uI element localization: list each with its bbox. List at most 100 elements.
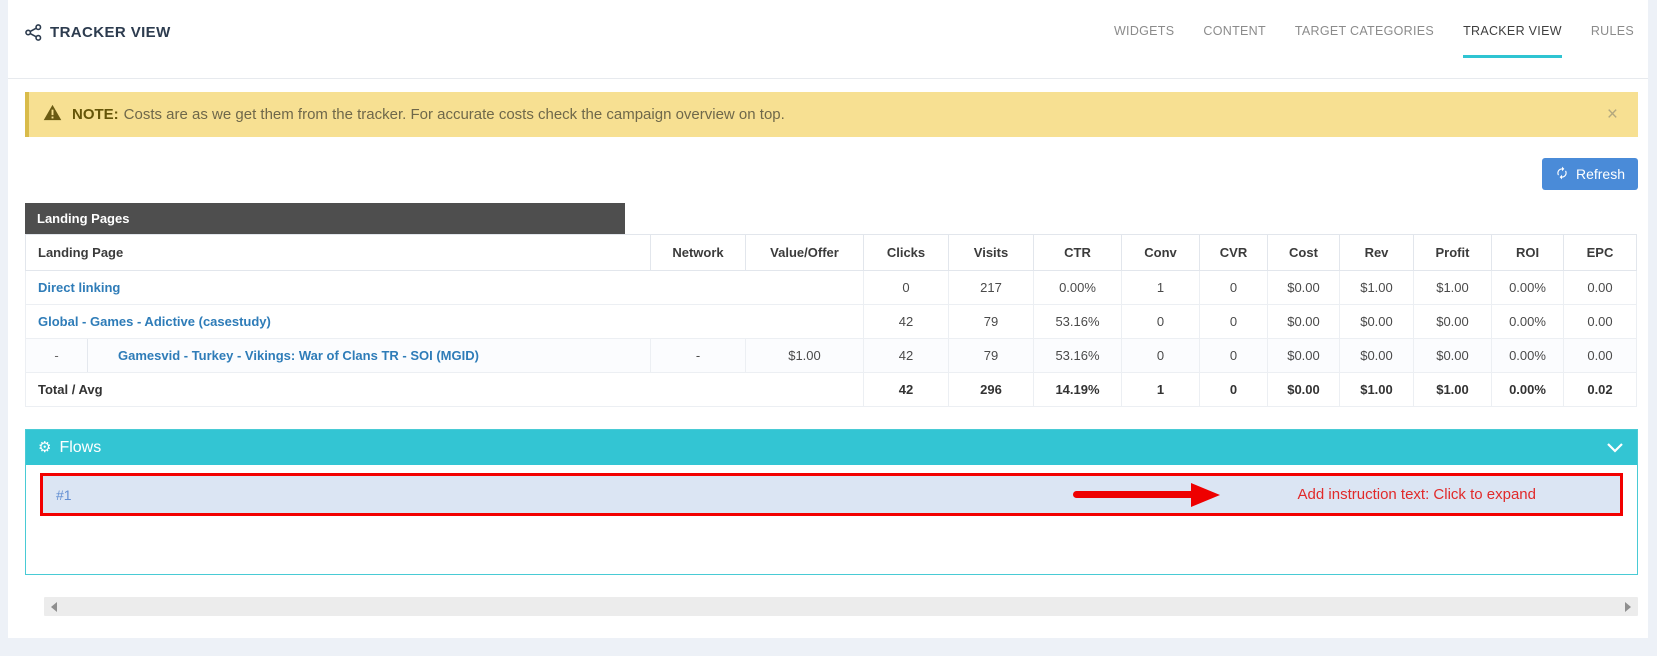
cell-profit: $1.00 bbox=[1413, 270, 1492, 305]
col-visits: Visits bbox=[948, 234, 1034, 271]
tab-widgets[interactable]: WIDGETS bbox=[1113, 24, 1175, 38]
flows-title: Flows bbox=[59, 438, 102, 456]
chevron-down-icon[interactable] bbox=[1607, 442, 1623, 453]
cell-visits: 79 bbox=[948, 304, 1034, 339]
refresh-label: Refresh bbox=[1575, 166, 1625, 182]
flow-row-1[interactable]: #1 Add instruction text: Click to expand bbox=[43, 476, 1620, 513]
cell-ctr: 53.16% bbox=[1033, 304, 1122, 339]
cell-clicks: 42 bbox=[863, 338, 949, 373]
cell-conv: 0 bbox=[1121, 304, 1200, 339]
title-wrap: TRACKER VIEW bbox=[25, 24, 171, 41]
nav-tabs: WIDGETS CONTENT TARGET CATEGORIES TRACKE… bbox=[1114, 24, 1634, 58]
total-ctr: 14.19% bbox=[1033, 372, 1122, 407]
cell-epc: 0.00 bbox=[1563, 270, 1637, 305]
col-cost: Cost bbox=[1267, 234, 1340, 271]
cell-clicks: 42 bbox=[863, 304, 949, 339]
toolbar: Refresh bbox=[8, 158, 1638, 190]
cell-cost: $0.00 bbox=[1267, 304, 1340, 339]
total-rev: $1.00 bbox=[1339, 372, 1414, 407]
cell-roi: 0.00% bbox=[1491, 338, 1564, 373]
cell-clicks: 0 bbox=[863, 270, 949, 305]
col-value-offer: Value/Offer bbox=[745, 234, 864, 271]
total-label: Total / Avg bbox=[25, 372, 864, 407]
close-icon[interactable]: × bbox=[1606, 104, 1618, 125]
col-roi: ROI bbox=[1491, 234, 1564, 271]
cell-epc: 0.00 bbox=[1563, 338, 1637, 373]
landing-page-link[interactable]: Direct linking bbox=[38, 280, 121, 295]
cell-value-offer: $1.00 bbox=[745, 338, 864, 373]
main-panel: TRACKER VIEW WIDGETS CONTENT TARGET CATE… bbox=[8, 0, 1648, 638]
page-title: TRACKER VIEW bbox=[50, 24, 171, 41]
flow-row-label: #1 bbox=[56, 486, 72, 503]
table-total-row: Total / Avg 42 296 14.19% 1 0 $0.00 $1.0… bbox=[25, 372, 1637, 407]
scroll-left-icon[interactable] bbox=[51, 601, 57, 612]
cell-conv: 1 bbox=[1121, 270, 1200, 305]
tab-tracker-view[interactable]: TRACKER VIEW bbox=[1463, 24, 1562, 58]
cell-profit: $0.00 bbox=[1413, 304, 1492, 339]
landing-page-link[interactable]: Gamesvid - Turkey - Vikings: War of Clan… bbox=[118, 348, 479, 363]
note-text: Costs are as we get them from the tracke… bbox=[123, 106, 785, 123]
landing-pages-caption: Landing Pages bbox=[25, 203, 625, 234]
col-conv: Conv bbox=[1121, 234, 1200, 271]
col-ctr: CTR bbox=[1033, 234, 1122, 271]
col-epc: EPC bbox=[1563, 234, 1637, 271]
note-banner: NOTE: Costs are as we get them from the … bbox=[25, 92, 1638, 137]
child-row-prefix: - bbox=[26, 339, 88, 372]
cell-rev: $0.00 bbox=[1339, 304, 1414, 339]
flows-panel: ⚙ Flows #1 Add instruction text: Click t… bbox=[25, 429, 1638, 575]
share-icon bbox=[25, 24, 42, 41]
landing-page-link[interactable]: Global - Games - Adictive (casestudy) bbox=[38, 314, 271, 329]
total-profit: $1.00 bbox=[1413, 372, 1492, 407]
col-landing-page: Landing Page bbox=[25, 234, 651, 271]
flows-body: #1 Add instruction text: Click to expand bbox=[26, 465, 1637, 574]
flows-header[interactable]: ⚙ Flows bbox=[26, 430, 1637, 465]
cell-profit: $0.00 bbox=[1413, 338, 1492, 373]
col-clicks: Clicks bbox=[863, 234, 949, 271]
cell-visits: 79 bbox=[948, 338, 1034, 373]
cell-cost: $0.00 bbox=[1267, 338, 1340, 373]
table-header-row: Landing Page Network Value/Offer Clicks … bbox=[25, 234, 1637, 271]
gear-icon: ⚙ bbox=[38, 439, 52, 456]
annotation-text: Add instruction text: Click to expand bbox=[1297, 486, 1536, 503]
annotation-arrow-right-icon bbox=[1072, 482, 1220, 507]
cell-rev: $1.00 bbox=[1339, 270, 1414, 305]
col-rev: Rev bbox=[1339, 234, 1414, 271]
annotation-highlight-box: #1 Add instruction text: Click to expand bbox=[40, 473, 1623, 516]
cell-ctr: 53.16% bbox=[1033, 338, 1122, 373]
panel-header: TRACKER VIEW WIDGETS CONTENT TARGET CATE… bbox=[8, 0, 1648, 79]
warning-icon bbox=[43, 104, 62, 126]
cell-epc: 0.00 bbox=[1563, 304, 1637, 339]
col-cvr: CVR bbox=[1199, 234, 1268, 271]
cell-conv: 0 bbox=[1121, 338, 1200, 373]
tab-rules[interactable]: RULES bbox=[1590, 24, 1634, 38]
table-row-child: - Gamesvid - Turkey - Vikings: War of Cl… bbox=[25, 338, 1637, 373]
col-profit: Profit bbox=[1413, 234, 1492, 271]
refresh-button[interactable]: Refresh bbox=[1541, 158, 1638, 190]
cell-cost: $0.00 bbox=[1267, 270, 1340, 305]
horizontal-scrollbar[interactable] bbox=[44, 597, 1638, 616]
cell-cvr: 0 bbox=[1199, 270, 1268, 305]
total-cost: $0.00 bbox=[1267, 372, 1340, 407]
refresh-icon bbox=[1555, 166, 1569, 183]
cell-visits: 217 bbox=[948, 270, 1034, 305]
col-network: Network bbox=[650, 234, 746, 271]
total-epc: 0.02 bbox=[1563, 372, 1637, 407]
cell-rev: $0.00 bbox=[1339, 338, 1414, 373]
cell-ctr: 0.00% bbox=[1033, 270, 1122, 305]
cell-roi: 0.00% bbox=[1491, 270, 1564, 305]
table-row: Direct linking 0 217 0.00% 1 0 $0.00 $1.… bbox=[25, 270, 1637, 305]
scroll-right-icon[interactable] bbox=[1625, 601, 1631, 612]
total-roi: 0.00% bbox=[1491, 372, 1564, 407]
cell-cvr: 0 bbox=[1199, 304, 1268, 339]
table-row: Global - Games - Adictive (casestudy) 42… bbox=[25, 304, 1637, 339]
note-label: NOTE: bbox=[72, 106, 119, 123]
cell-roi: 0.00% bbox=[1491, 304, 1564, 339]
landing-pages-table: Landing Page Network Value/Offer Clicks … bbox=[25, 234, 1637, 407]
tab-content[interactable]: CONTENT bbox=[1203, 24, 1266, 38]
total-clicks: 42 bbox=[863, 372, 949, 407]
cell-network: - bbox=[650, 338, 746, 373]
cell-cvr: 0 bbox=[1199, 338, 1268, 373]
total-cvr: 0 bbox=[1199, 372, 1268, 407]
total-visits: 296 bbox=[948, 372, 1034, 407]
tab-target-categories[interactable]: TARGET CATEGORIES bbox=[1294, 24, 1435, 38]
